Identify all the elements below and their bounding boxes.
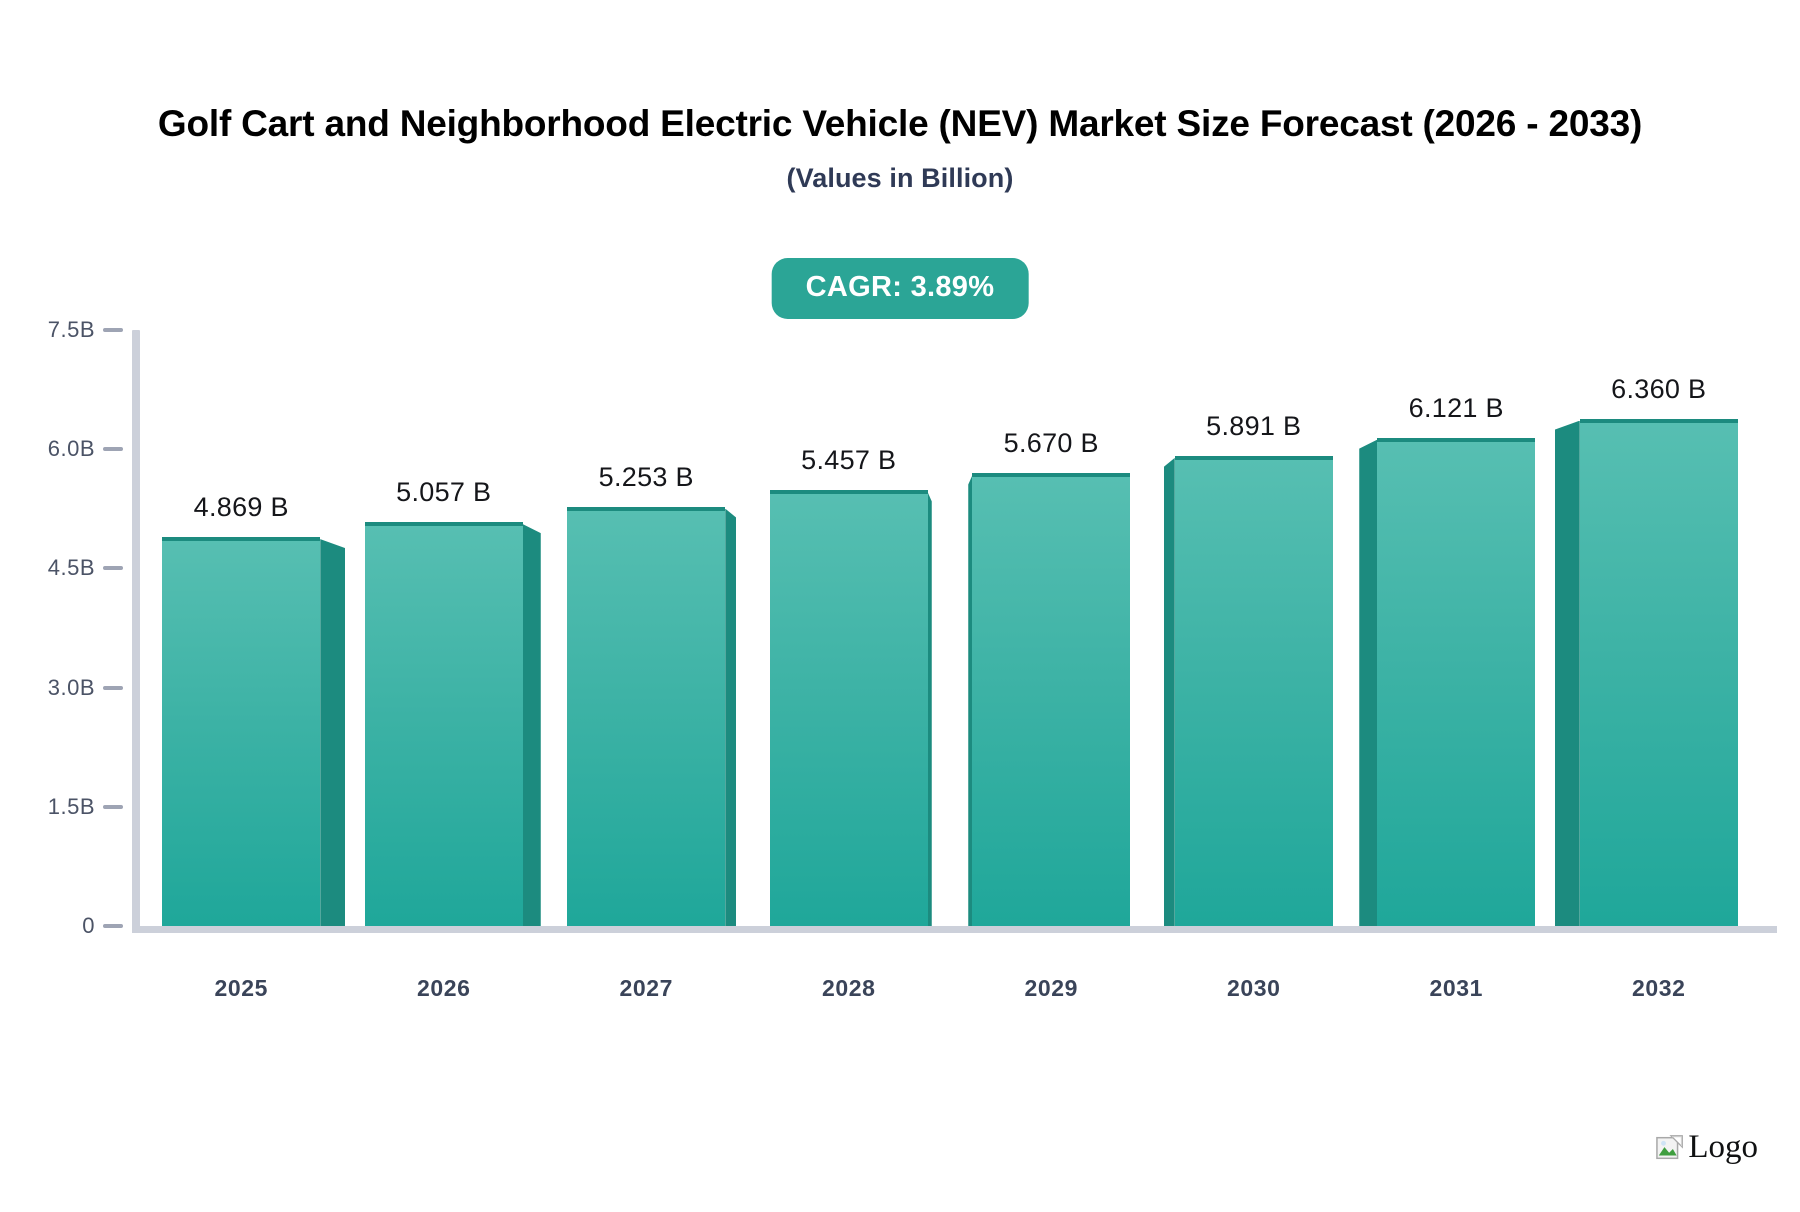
bar-value-label: 5.253 B [598,461,694,492]
bar-column[interactable]: 5.670 B [968,330,1131,926]
y-axis-tick-label: 6.0B [47,436,95,462]
x-axis-tick-label: 2026 [416,975,471,1001]
bar-top-cap [769,490,928,495]
logo: Logo [1656,1131,1758,1164]
bar-column[interactable]: 5.057 B [364,330,541,926]
page-title: Golf Cart and Neighborhood Electric Vehi… [157,103,1643,144]
bar-column[interactable]: 5.253 B [567,330,737,926]
bar-side-face [522,524,541,926]
bar-value-label: 6.360 B [1611,373,1707,404]
bar-value-label: 5.670 B [1003,428,1099,459]
broken-image-icon [1656,1134,1684,1159]
y-axis-tick [103,328,123,332]
bar-front-face [364,524,523,926]
bar-front-face [567,508,726,926]
x-axis-tick-label: 2028 [821,975,876,1001]
bar-value-label: 6.121 B [1408,392,1504,423]
bar-top-cap [1174,455,1333,460]
x-axis-tick-label: 2027 [619,975,674,1001]
bar-side-face [725,508,737,926]
bar-side-face [1554,420,1580,926]
x-axis-tick-label: 2032 [1631,975,1686,1001]
bar-value-label: 5.891 B [1206,410,1302,441]
bar-side-face [927,492,932,926]
bar-front-face [1174,457,1333,926]
bar-column[interactable]: 6.121 B [1359,330,1536,926]
bar-side-face [320,539,346,926]
bar-front-face [972,475,1131,926]
bar-column[interactable]: 5.457 B [769,330,932,926]
x-axis-tick-label: 2029 [1024,975,1079,1001]
bar-top-cap [364,522,523,527]
y-axis-tick [103,447,123,452]
bar-front-face [769,492,928,926]
title-block: Golf Cart and Neighborhood Electric Vehi… [120,100,1680,194]
y-axis-tick-label: 3.0B [47,674,95,700]
bar-top-cap [972,473,1131,478]
bar-value-label: 4.869 B [193,492,289,523]
y-axis-spine [132,330,140,930]
bar-side-face [1359,439,1378,926]
bar-column[interactable]: 4.869 B [162,330,346,926]
logo-alt-text: Logo [1688,1129,1758,1165]
y-axis-tick [103,804,123,809]
y-axis-tick [103,924,123,928]
bar-top-cap [1579,418,1738,423]
bar-side-face [1163,457,1175,926]
y-axis-tick-label: 1.5B [47,793,95,819]
bar-front-face [1579,420,1738,926]
y-axis-tick-label: 0 [82,913,95,938]
x-axis-labels: 2025 2026 2027 2028 2029 2030 2031 2032 [140,975,1760,1015]
x-axis-line [132,926,1777,933]
cagr-badge: CAGR: 3.89% [771,258,1029,319]
plot-area: 0 1.5B 3.0B 4.5B 6.0B 7.5B 4.869 B 5.057 B 5.25… [0,317,1800,960]
y-axis-tick [103,566,123,571]
x-axis-tick-label: 2031 [1429,975,1484,1001]
bar-series: 4.869 B 5.057 B 5.253 B 5.457 B 5.670 B 5.891… [140,330,1760,926]
y-axis-tick-label: 7.5B [47,317,95,342]
bar-front-face [162,539,321,926]
x-axis-tick-label: 2025 [214,975,269,1001]
y-axis-tick-label: 4.5B [47,555,95,581]
bar-side-face [968,475,973,926]
bar-top-cap [162,537,321,542]
x-axis-tick-label: 2030 [1226,975,1281,1001]
bar-column[interactable]: 6.360 B [1554,330,1738,926]
bar-column[interactable]: 5.891 B [1163,330,1333,926]
chart-subtitle: (Values in Billion) [786,163,1014,194]
bar-value-label: 5.457 B [801,445,897,476]
bar-front-face [1377,439,1536,926]
bar-value-label: 5.057 B [396,477,492,508]
bar-top-cap [1377,437,1536,442]
y-axis-tick [103,685,123,690]
bar-top-cap [567,506,726,511]
